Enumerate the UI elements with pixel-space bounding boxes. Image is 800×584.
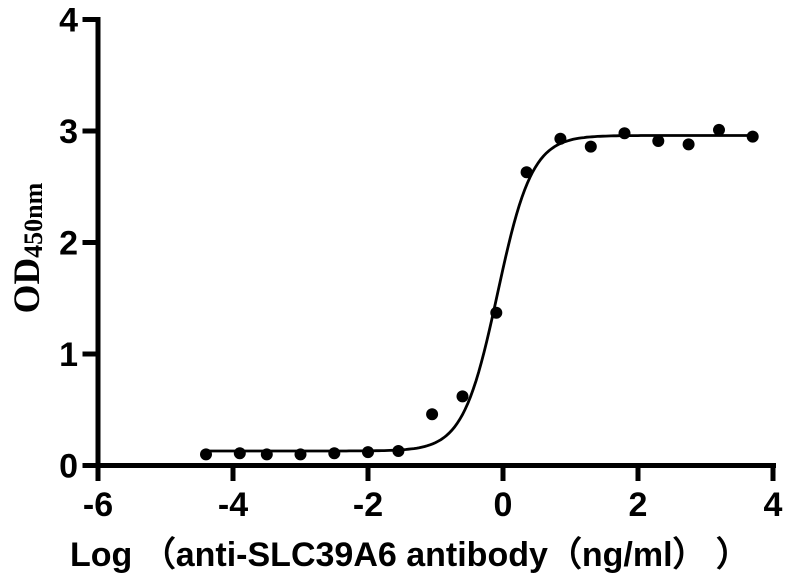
x-tick-label: 0 (494, 486, 513, 524)
data-point (362, 446, 374, 459)
x-tick-label: -4 (218, 486, 248, 524)
data-point (520, 166, 533, 179)
x-tick-label: -2 (353, 486, 383, 524)
data-point (294, 448, 307, 461)
data-point (682, 138, 695, 151)
data-point (328, 447, 341, 460)
data-point (456, 390, 469, 403)
data-point (554, 132, 567, 145)
data-point (713, 123, 725, 136)
y-axis-title-subscript: 450nm (19, 182, 48, 258)
data-point (584, 140, 597, 153)
data-point (426, 408, 439, 421)
data-point (746, 130, 759, 143)
data-point (200, 448, 212, 461)
y-axis-title-text: OD (6, 257, 48, 314)
x-tick-label: 2 (629, 486, 648, 524)
y-tick-label: 2 (59, 225, 78, 263)
x-axis-title: Log （anti-SLC39A6 antibody（ng/ml） ） (69, 536, 751, 574)
data-point (392, 445, 405, 457)
data-point (618, 127, 631, 140)
y-tick-label: 3 (59, 113, 78, 151)
y-axis-title: OD 450nm (5, 180, 49, 316)
data-point (233, 447, 246, 460)
data-point (490, 306, 503, 319)
y-tick-label: 1 (59, 336, 78, 374)
y-tick-label: 0 (59, 448, 78, 486)
fit-curve (206, 134, 755, 453)
data-point (652, 135, 665, 147)
data-point (260, 448, 273, 461)
x-tick-label: 4 (764, 486, 783, 524)
y-tick-label: 4 (59, 2, 78, 40)
x-tick-label: -6 (83, 486, 113, 524)
